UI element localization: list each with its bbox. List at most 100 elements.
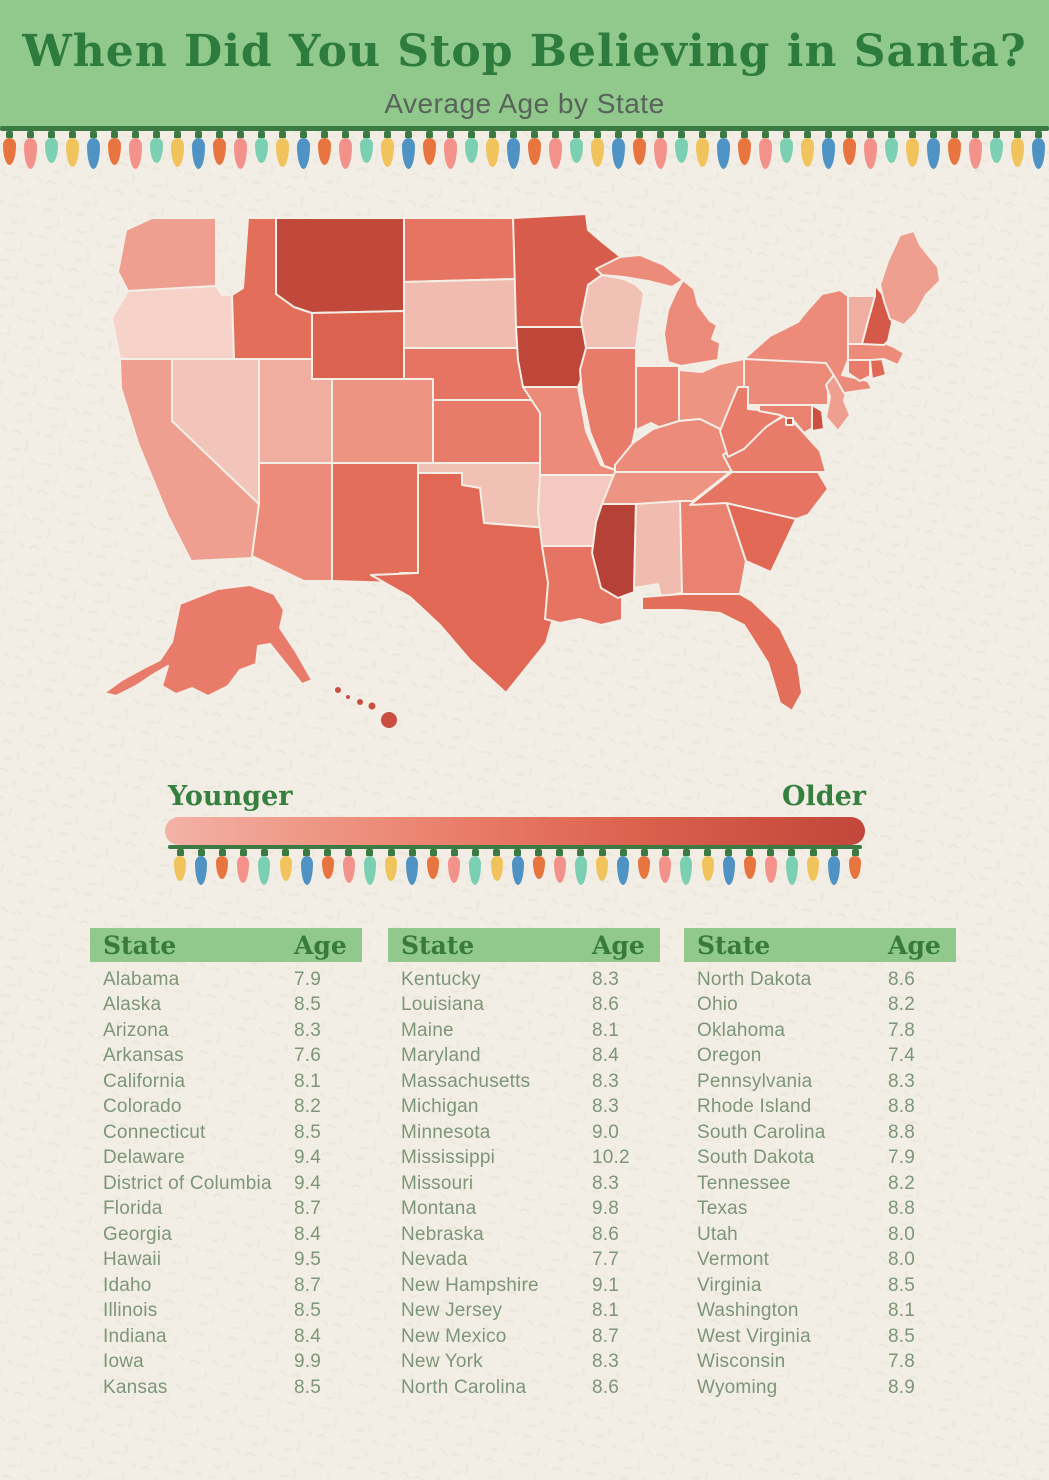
christmas-light-bulb xyxy=(381,131,394,167)
bulb-glass xyxy=(444,138,457,169)
age-column-header: Age xyxy=(592,930,645,960)
christmas-light-bulb xyxy=(701,849,714,881)
christmas-light-bulb xyxy=(764,849,777,883)
bulb-glass xyxy=(738,138,751,165)
table-row: Rhode Island 8.8 xyxy=(684,1095,956,1121)
state-name: Wisconsin xyxy=(697,1351,786,1373)
state-age-value: 8.3 xyxy=(592,1172,620,1194)
christmas-light-bulb xyxy=(66,131,79,167)
christmas-light-bulb xyxy=(448,849,461,883)
table-row: Missouri 8.3 xyxy=(388,1171,660,1197)
bulb-glass xyxy=(174,856,186,881)
table-row: North Dakota 8.6 xyxy=(684,967,956,993)
christmas-light-bulb xyxy=(258,849,271,885)
bulb-glass xyxy=(300,856,313,885)
christmas-light-bulb xyxy=(680,849,693,885)
bulb-socket xyxy=(783,131,790,138)
christmas-light-bulb xyxy=(279,849,292,881)
state-name: Virginia xyxy=(697,1274,762,1296)
bulb-socket xyxy=(657,131,664,138)
state-name: Iowa xyxy=(103,1351,144,1373)
state-name: Connecticut xyxy=(103,1121,206,1143)
state-age-value: 8.8 xyxy=(888,1121,916,1143)
table-row: Vermont 8.0 xyxy=(684,1248,956,1274)
state-age-value: 8.1 xyxy=(592,1300,620,1322)
table-row: District of Columbia 9.4 xyxy=(90,1171,362,1197)
bulb-glass xyxy=(822,138,835,169)
bulb-socket xyxy=(405,131,412,138)
table-row: Texas 8.8 xyxy=(684,1197,956,1223)
christmas-light-bulb xyxy=(427,849,440,879)
christmas-light-bulb xyxy=(195,849,208,885)
bulb-glass xyxy=(3,138,16,165)
christmas-light-bulb xyxy=(174,849,186,881)
bulb-socket xyxy=(48,131,55,138)
state-name: Oklahoma xyxy=(697,1019,786,1041)
table-row: Florida 8.7 xyxy=(90,1197,362,1223)
state-age-table-2: State Age Kentucky 8.3 Louisiana 8.6 Maine 8.… xyxy=(388,928,660,1401)
christmas-light-bulb xyxy=(444,131,457,169)
table-row: Colorado 8.2 xyxy=(90,1095,362,1121)
bulb-socket xyxy=(363,131,370,138)
legend-younger-label: Younger xyxy=(168,781,293,812)
legend-lights-string xyxy=(168,849,862,889)
bulb-socket xyxy=(598,849,606,856)
bulb-socket xyxy=(867,131,874,138)
state-name: Arkansas xyxy=(103,1045,184,1067)
christmas-light-bulb xyxy=(216,849,229,879)
bulb-glass xyxy=(990,138,1003,163)
bulb-socket xyxy=(930,131,937,138)
christmas-light-bulb xyxy=(849,849,862,879)
state-age-value: 8.2 xyxy=(888,1172,916,1194)
table-row: Oklahoma 7.8 xyxy=(684,1018,956,1044)
state-age-value: 8.3 xyxy=(592,1351,620,1373)
bulb-glass xyxy=(654,138,667,169)
bulb-socket xyxy=(972,131,979,138)
bulb-socket xyxy=(552,131,559,138)
bulb-glass xyxy=(339,138,352,169)
bulb-socket xyxy=(237,131,244,138)
bulb-socket xyxy=(993,131,1000,138)
bulb-glass xyxy=(258,856,271,885)
state-age-value: 10.2 xyxy=(592,1147,630,1169)
state-age-value: 7.4 xyxy=(888,1045,916,1067)
christmas-light-bulb xyxy=(423,131,436,165)
state-name: Washington xyxy=(697,1300,799,1322)
christmas-light-bulb xyxy=(828,849,841,885)
bulb-socket xyxy=(324,849,332,856)
christmas-light-bulb xyxy=(1011,131,1024,167)
table-row: Idaho 8.7 xyxy=(90,1273,362,1299)
bulb-socket xyxy=(682,849,690,856)
state-age-value: 8.8 xyxy=(888,1198,916,1220)
bulb-socket xyxy=(366,849,374,856)
bulb-glass xyxy=(381,138,394,167)
bulb-socket xyxy=(69,131,76,138)
christmas-light-bulb xyxy=(150,131,163,163)
bulb-socket xyxy=(615,131,622,138)
state-name: Tennessee xyxy=(697,1172,791,1194)
map-state-north-dakota xyxy=(403,217,517,283)
state-name: Kansas xyxy=(103,1376,168,1398)
state-name: Arizona xyxy=(103,1019,169,1041)
bulb-glass xyxy=(234,138,247,169)
bulb-glass xyxy=(1032,138,1045,169)
christmas-light-bulb xyxy=(507,131,520,169)
map-state-hawaii xyxy=(333,685,399,730)
bulb-glass xyxy=(427,856,440,879)
bulb-glass xyxy=(321,856,334,879)
christmas-light-bulb xyxy=(843,131,856,165)
bulb-socket xyxy=(90,131,97,138)
bulb-socket xyxy=(851,849,859,856)
bulb-socket xyxy=(489,131,496,138)
christmas-light-bulb xyxy=(234,131,247,169)
bulb-glass xyxy=(255,138,268,163)
table-row: New Mexico 8.7 xyxy=(388,1324,660,1350)
bulb-socket xyxy=(447,131,454,138)
christmas-light-bulb xyxy=(87,131,100,169)
table-row: Kansas 8.5 xyxy=(90,1375,362,1401)
bulb-socket xyxy=(909,131,916,138)
bulb-glass xyxy=(743,856,756,879)
state-age-value: 8.5 xyxy=(888,1325,916,1347)
bulb-socket xyxy=(514,849,522,856)
bulb-socket xyxy=(132,131,139,138)
